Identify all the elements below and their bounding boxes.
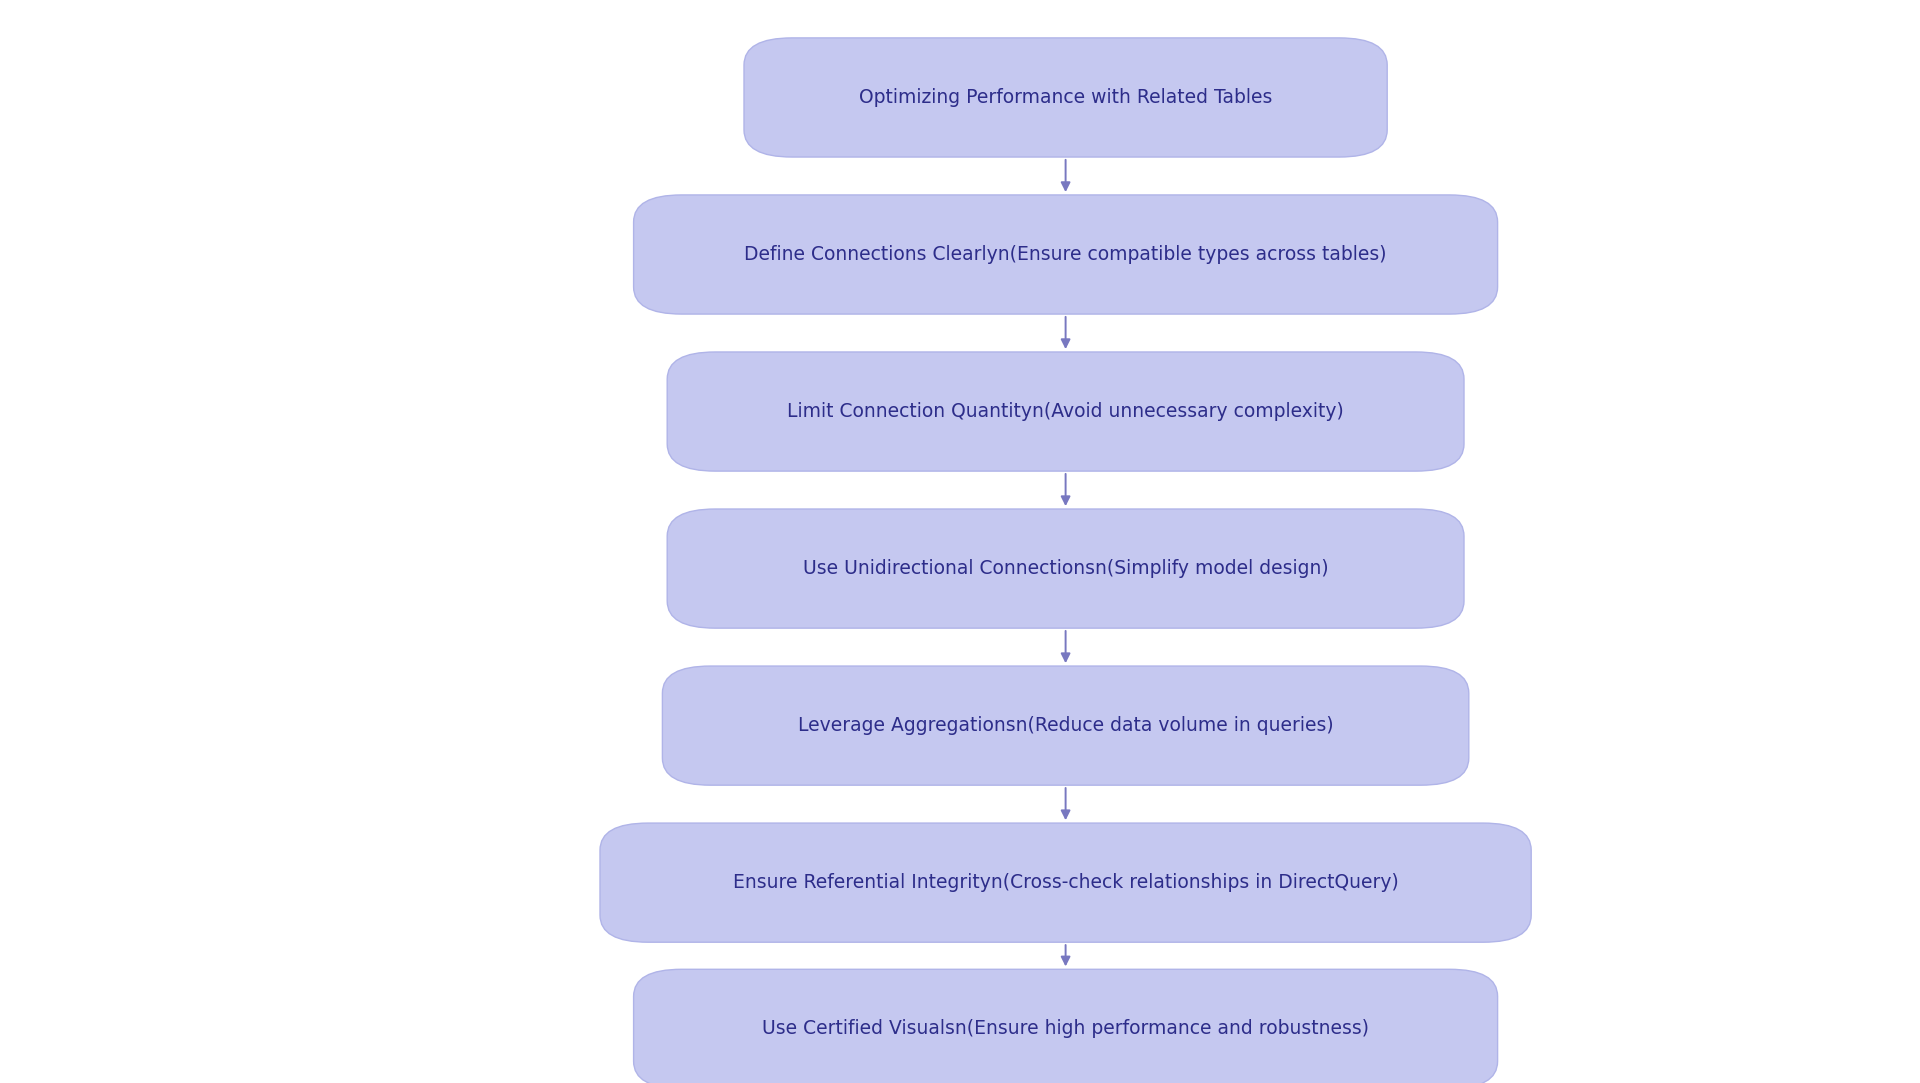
Text: Leverage Aggregationsn(Reduce data volume in queries): Leverage Aggregationsn(Reduce data volum…	[799, 716, 1332, 735]
Text: Optimizing Performance with Related Tables: Optimizing Performance with Related Tabl…	[858, 88, 1273, 107]
Text: Use Unidirectional Connectionsn(Simplify model design): Use Unidirectional Connectionsn(Simplify…	[803, 559, 1329, 578]
Text: Use Certified Visualsn(Ensure high performance and robustness): Use Certified Visualsn(Ensure high perfo…	[762, 1019, 1369, 1039]
FancyBboxPatch shape	[634, 969, 1498, 1083]
FancyBboxPatch shape	[634, 195, 1498, 314]
FancyBboxPatch shape	[745, 38, 1386, 157]
Text: Limit Connection Quantityn(Avoid unnecessary complexity): Limit Connection Quantityn(Avoid unneces…	[787, 402, 1344, 421]
FancyBboxPatch shape	[668, 509, 1463, 628]
FancyBboxPatch shape	[668, 352, 1463, 471]
FancyBboxPatch shape	[599, 823, 1532, 942]
Text: Ensure Referential Integrityn(Cross-check relationships in DirectQuery): Ensure Referential Integrityn(Cross-chec…	[733, 873, 1398, 892]
FancyBboxPatch shape	[662, 666, 1469, 785]
Text: Define Connections Clearlyn(Ensure compatible types across tables): Define Connections Clearlyn(Ensure compa…	[745, 245, 1386, 264]
